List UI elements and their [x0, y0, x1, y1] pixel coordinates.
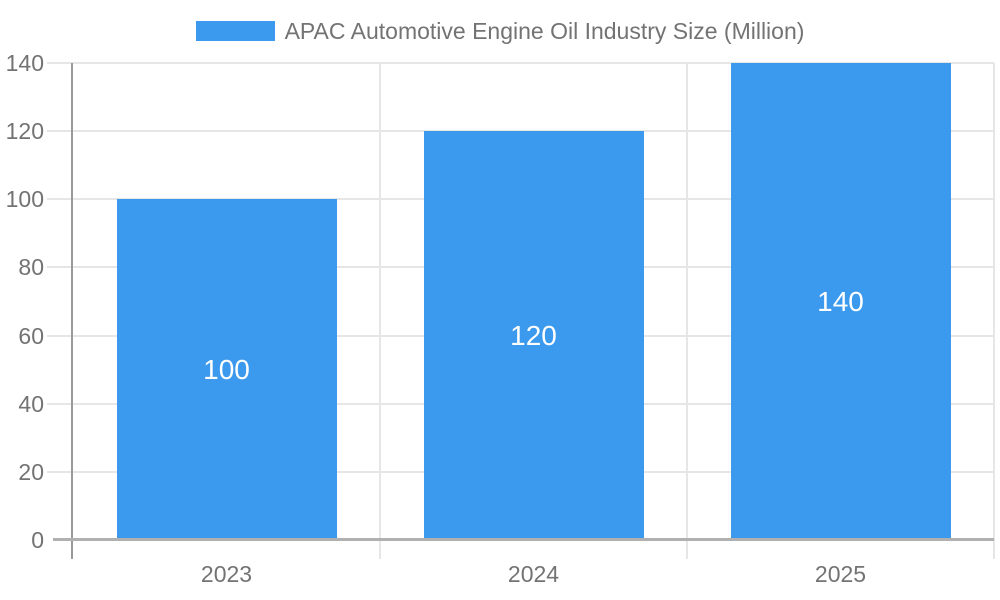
y-axis-line [71, 63, 73, 559]
bar-value-label: 100 [203, 353, 250, 385]
legend-swatch [195, 21, 275, 41]
x-axis-baseline [53, 538, 994, 541]
h-gridline [47, 62, 994, 64]
x-axis-tick-label: 2024 [507, 561, 560, 587]
bar-2024[interactable] [423, 131, 644, 540]
x-axis-tick-label: 2023 [200, 561, 253, 587]
bar-value-label: 140 [817, 285, 864, 317]
chart-legend: APAC Automotive Engine Oil Industry Size… [0, 17, 1000, 45]
bar-2025[interactable] [730, 63, 951, 540]
v-gridline [379, 63, 381, 559]
y-axis-tick-label: 40 [18, 390, 44, 417]
legend-label: APAC Automotive Engine Oil Industry Size… [284, 17, 805, 44]
bar-value-label: 120 [510, 319, 557, 351]
y-axis-tick-label: 20 [18, 458, 44, 485]
x-axis-tick-label: 2025 [814, 561, 867, 587]
y-axis-tick-label: 60 [18, 322, 44, 349]
v-gridline [993, 63, 995, 559]
bar-2023[interactable] [116, 199, 337, 540]
y-axis-tick-label: 0 [31, 527, 44, 553]
y-axis-tick-label: 140 [5, 50, 44, 76]
y-axis-tick-label: 100 [5, 186, 44, 213]
v-gridline [686, 63, 688, 559]
y-axis-tick-label: 120 [5, 118, 44, 145]
y-axis-tick-label: 80 [18, 254, 44, 281]
